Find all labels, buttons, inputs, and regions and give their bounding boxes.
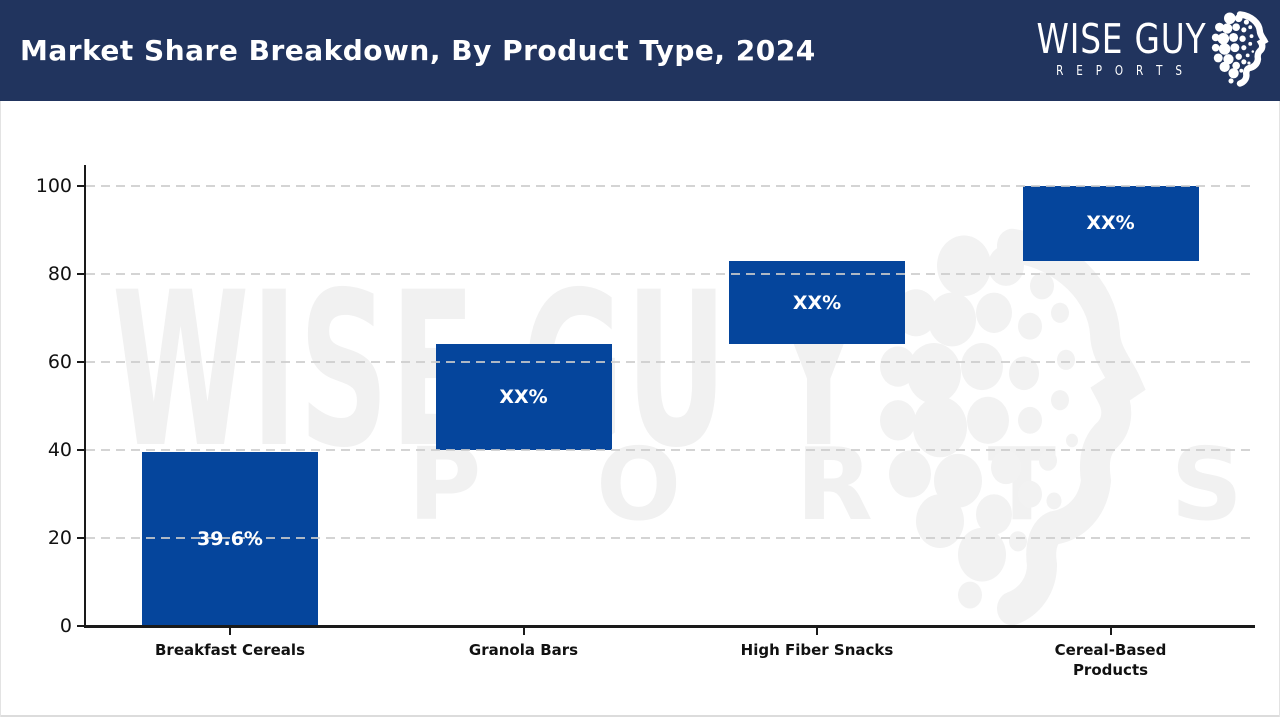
y-tick-label: 0 — [59, 615, 72, 637]
x-axis-line — [84, 625, 1255, 628]
y-tick-mark — [77, 361, 85, 363]
bar-cereal-based-products — [1022, 186, 1199, 261]
y-tick-label: 100 — [35, 175, 72, 197]
bar-value-label: 39.6% — [197, 527, 263, 550]
x-tick-label-cereal-based-products: Cereal-Based Products — [1054, 641, 1167, 680]
gridline-20 — [86, 537, 1254, 539]
header-bar: Market Share Breakdown, By Product Type,… — [0, 0, 1280, 101]
y-tick-label: 60 — [47, 351, 72, 373]
x-tick-label-granola-bars: Granola Bars — [468, 641, 579, 659]
x-tick-mark — [229, 628, 231, 635]
x-tick-mark — [816, 628, 818, 635]
x-tick-mark — [522, 628, 525, 635]
y-axis-line — [84, 165, 86, 627]
page-left-border — [0, 101, 1, 717]
x-tick-label-breakfast-cereals: Breakfast Cereals — [154, 641, 305, 659]
page-bottom-border — [0, 715, 1280, 717]
bar-value-label: XX% — [499, 386, 548, 409]
y-tick-mark — [77, 625, 85, 627]
logo-subtitle: R E P O R T S — [1055, 63, 1187, 79]
y-tick-label: 40 — [47, 439, 72, 461]
gridline-40 — [86, 449, 1254, 451]
gridline-80 — [86, 273, 1254, 275]
bar-value-label: XX% — [792, 291, 842, 314]
wise-guy-reports-logo: WISE GUY R E P O R T S — [994, 4, 1272, 92]
y-tick-mark — [77, 537, 85, 539]
y-tick-mark — [77, 185, 85, 187]
logo-wordmark: WISE GUY — [1036, 15, 1206, 64]
chart-title: Market Share Breakdown, By Product Type,… — [20, 34, 816, 67]
y-tick-label: 80 — [47, 263, 72, 285]
x-tick-mark — [1109, 628, 1112, 635]
gridline-100 — [86, 185, 1254, 187]
bar-value-label: XX% — [1086, 212, 1135, 235]
y-tick-mark — [77, 449, 85, 451]
logo-text: WISE GUY R E P O R T S — [1036, 15, 1206, 79]
y-tick-mark — [77, 273, 85, 275]
gridline-60 — [86, 361, 1254, 363]
y-tick-label: 20 — [47, 527, 72, 549]
x-tick-label-high-fiber-snacks: High Fiber Snacks — [740, 641, 894, 659]
